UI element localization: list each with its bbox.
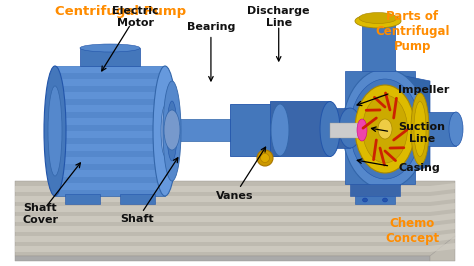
Polygon shape	[15, 183, 455, 192]
Polygon shape	[430, 236, 455, 261]
Polygon shape	[55, 79, 165, 86]
Ellipse shape	[163, 81, 181, 181]
Polygon shape	[230, 104, 280, 156]
Ellipse shape	[320, 102, 340, 156]
Polygon shape	[362, 21, 395, 71]
Ellipse shape	[357, 119, 367, 141]
Polygon shape	[355, 196, 395, 204]
Polygon shape	[15, 256, 430, 261]
Ellipse shape	[359, 13, 397, 23]
Polygon shape	[15, 203, 455, 212]
Text: Shaft
Cover: Shaft Cover	[22, 203, 58, 225]
Polygon shape	[55, 66, 165, 196]
Polygon shape	[55, 92, 165, 99]
Ellipse shape	[261, 153, 270, 163]
Polygon shape	[65, 194, 100, 204]
Text: Chemo
Concept: Chemo Concept	[385, 217, 439, 246]
Polygon shape	[80, 48, 140, 66]
Polygon shape	[165, 119, 250, 141]
Ellipse shape	[153, 66, 177, 196]
Text: Bearing: Bearing	[187, 22, 235, 32]
Polygon shape	[420, 112, 456, 146]
Text: Discharge
Line: Discharge Line	[247, 6, 310, 28]
Polygon shape	[345, 71, 415, 184]
Polygon shape	[55, 66, 165, 73]
Ellipse shape	[363, 198, 367, 202]
Polygon shape	[270, 101, 330, 156]
Ellipse shape	[164, 110, 180, 150]
Polygon shape	[55, 105, 165, 112]
Ellipse shape	[339, 108, 361, 148]
Ellipse shape	[378, 119, 392, 139]
Polygon shape	[15, 243, 455, 252]
Ellipse shape	[44, 66, 66, 196]
Ellipse shape	[414, 102, 426, 156]
Ellipse shape	[80, 44, 140, 52]
Polygon shape	[55, 170, 165, 177]
Ellipse shape	[411, 93, 429, 165]
Ellipse shape	[383, 198, 388, 202]
Ellipse shape	[343, 69, 428, 189]
Ellipse shape	[271, 104, 289, 156]
Ellipse shape	[48, 86, 62, 176]
Text: Centrifugal Pump: Centrifugal Pump	[55, 6, 186, 18]
Text: Vanes: Vanes	[216, 190, 254, 201]
Polygon shape	[15, 233, 455, 242]
Ellipse shape	[355, 85, 415, 173]
Polygon shape	[350, 184, 400, 196]
Ellipse shape	[161, 106, 169, 156]
Polygon shape	[395, 74, 430, 178]
Polygon shape	[55, 144, 165, 151]
Polygon shape	[55, 183, 165, 190]
Polygon shape	[295, 108, 350, 148]
Ellipse shape	[363, 95, 408, 163]
Text: Impeller: Impeller	[398, 85, 449, 95]
Text: Casing: Casing	[398, 163, 440, 173]
Text: Suction
Line: Suction Line	[398, 122, 445, 144]
Polygon shape	[15, 193, 455, 202]
Text: Parts of
Centrifugal
Pump: Parts of Centrifugal Pump	[375, 10, 450, 53]
Ellipse shape	[449, 112, 463, 146]
Polygon shape	[15, 223, 455, 232]
Polygon shape	[120, 194, 155, 204]
Ellipse shape	[257, 150, 273, 166]
Text: Electric
Motor: Electric Motor	[112, 6, 158, 28]
Polygon shape	[15, 181, 455, 256]
Text: Shaft: Shaft	[121, 214, 154, 225]
Ellipse shape	[355, 14, 401, 28]
Polygon shape	[55, 131, 165, 138]
Polygon shape	[55, 157, 165, 164]
Polygon shape	[330, 123, 370, 138]
Polygon shape	[55, 118, 165, 125]
Polygon shape	[15, 213, 455, 222]
Ellipse shape	[350, 79, 420, 179]
Ellipse shape	[167, 101, 177, 161]
